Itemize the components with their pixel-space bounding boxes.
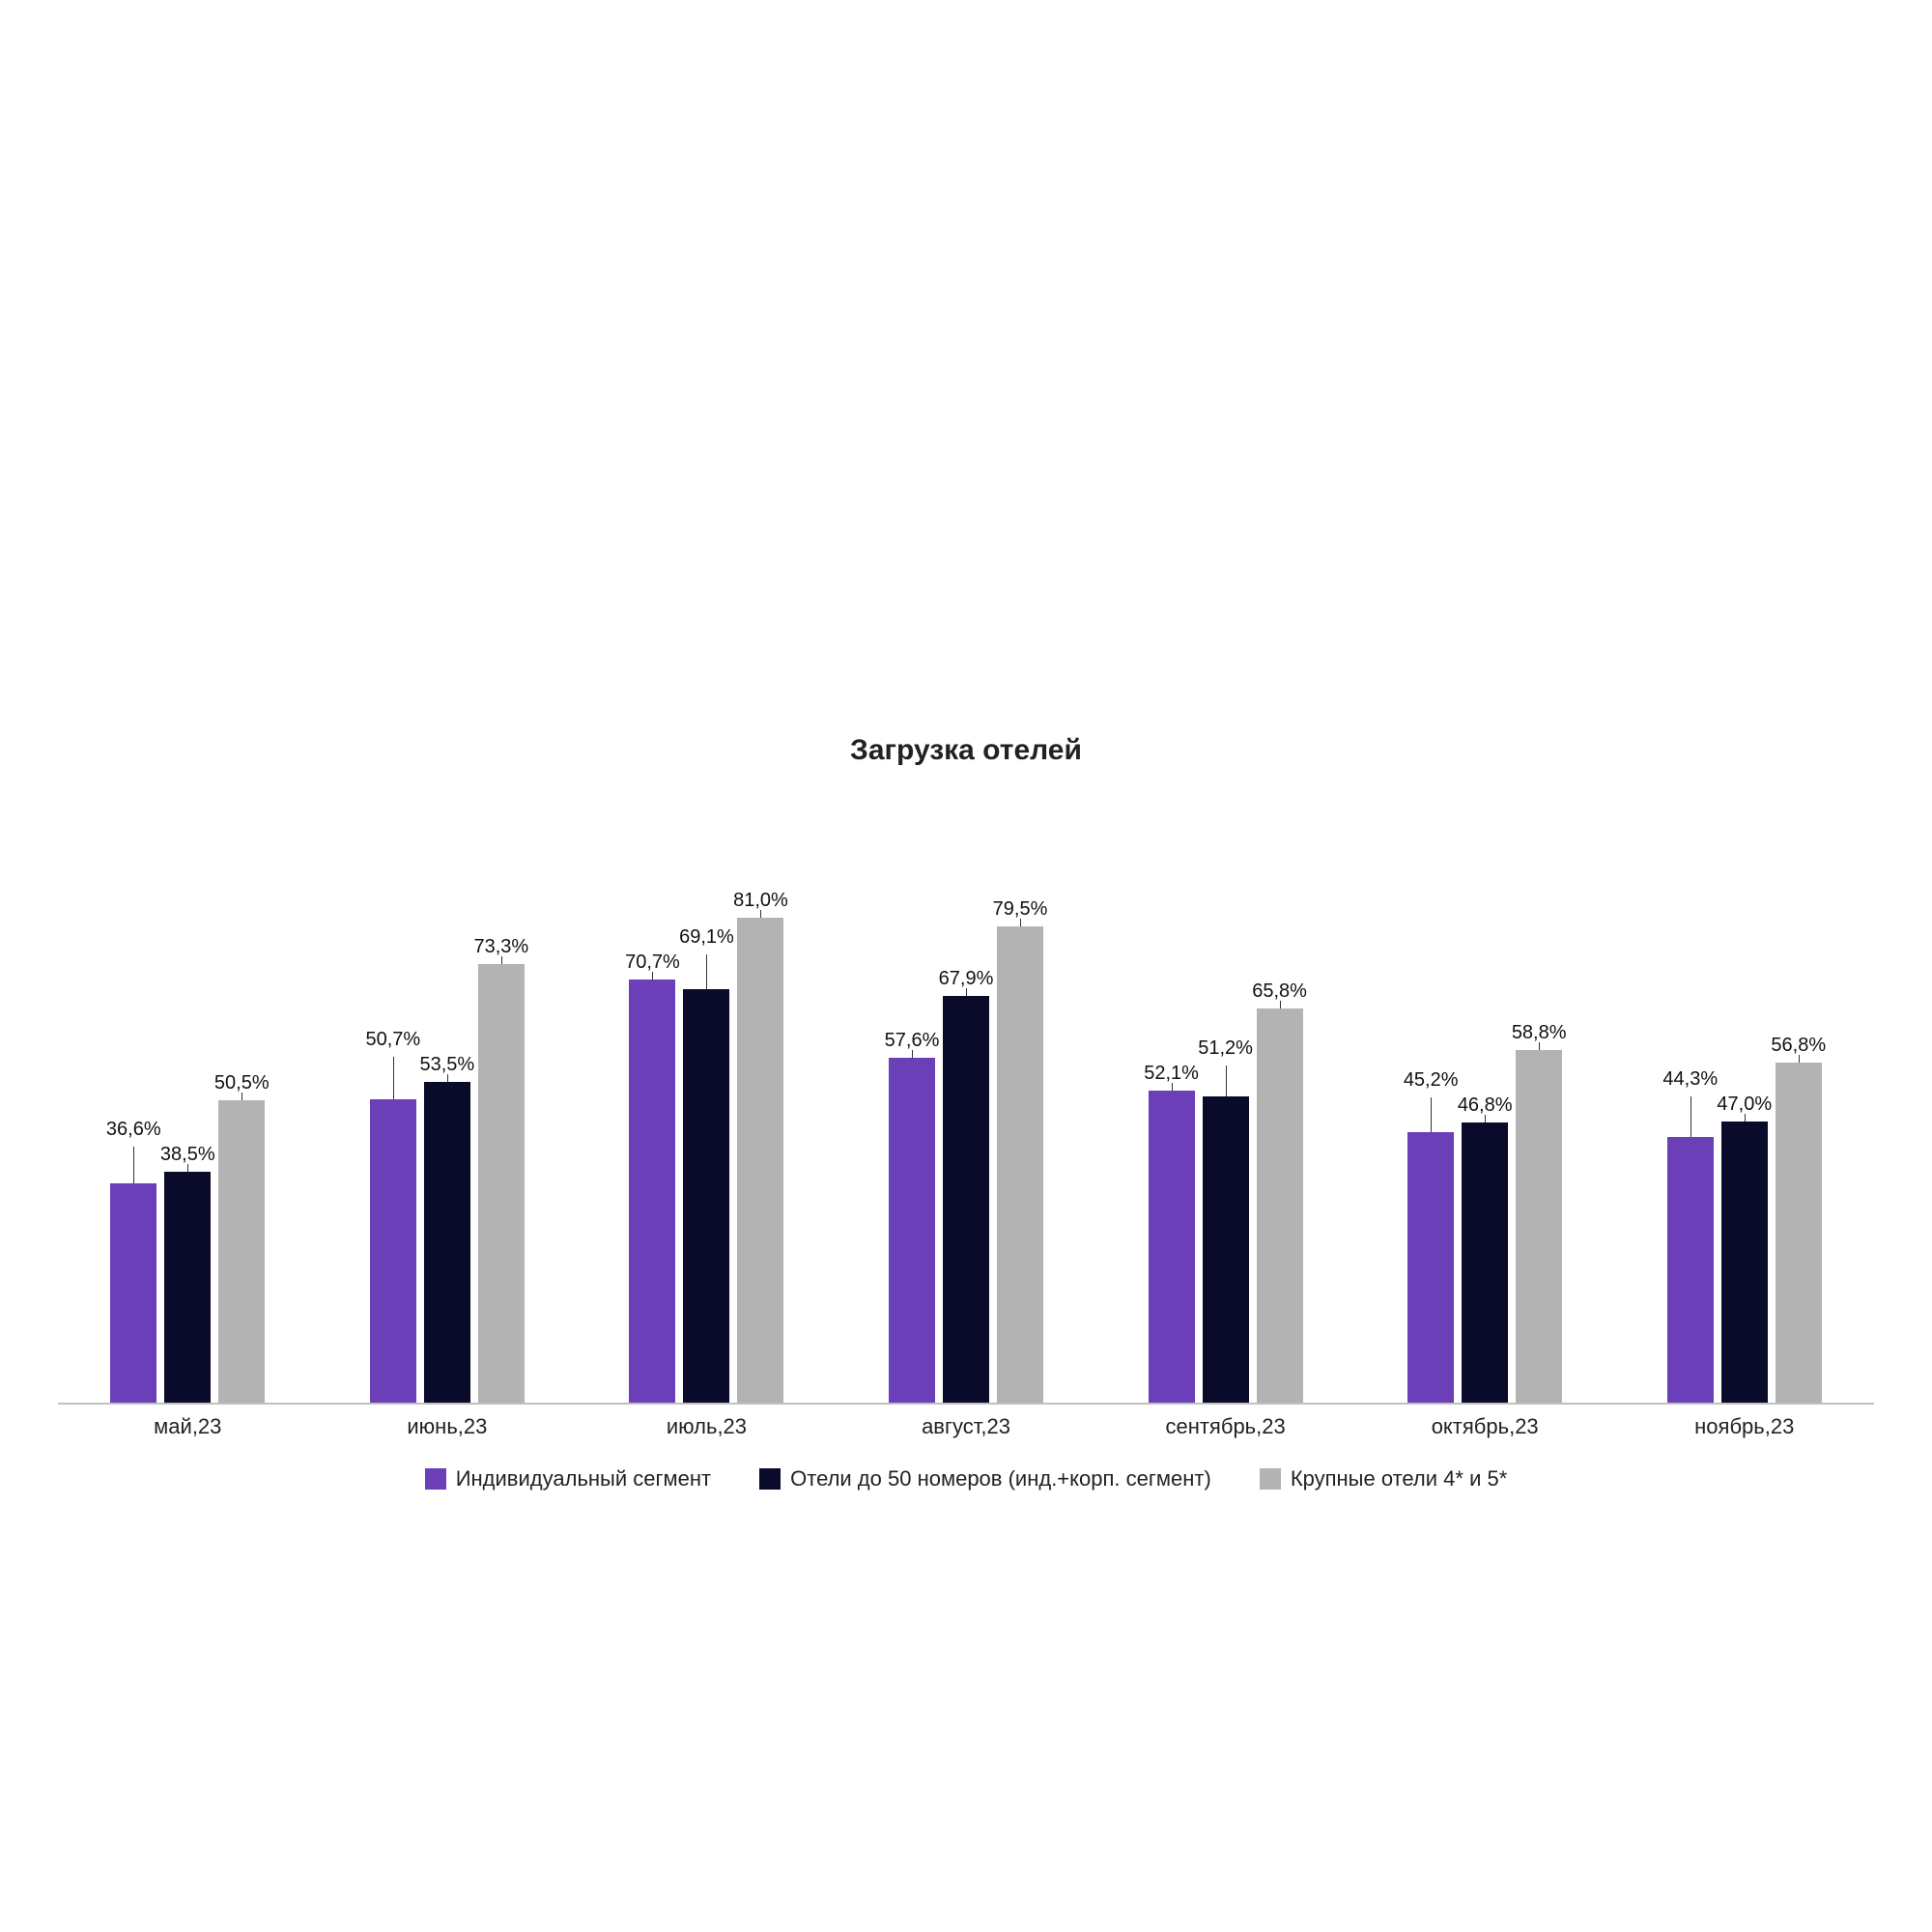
- chart-bar-group: 44,3%47,0%56,8%: [1614, 1063, 1874, 1403]
- chart-plot-area: 36,6%38,5%50,5%50,7%53,5%73,3%70,7%69,1%…: [58, 806, 1874, 1405]
- chart-bar-fill: [110, 1183, 156, 1403]
- chart-bar-value-label: 53,5%: [420, 1054, 475, 1076]
- chart-bar-value-label: 65,8%: [1252, 980, 1307, 1003]
- chart-bar-fill: [1149, 1091, 1195, 1403]
- chart-x-axis-label: сентябрь,23: [1095, 1414, 1355, 1439]
- chart-legend-swatch: [1260, 1468, 1281, 1490]
- chart-title: Загрузка отелей: [58, 734, 1874, 767]
- chart-legend-item: Отели до 50 номеров (инд.+корп. сегмент): [759, 1466, 1211, 1492]
- chart-bar-fill: [943, 996, 989, 1403]
- chart-bar-label-tick: [706, 954, 707, 989]
- chart-bar: 56,8%: [1776, 1063, 1822, 1403]
- chart-legend-item: Индивидуальный сегмент: [425, 1466, 711, 1492]
- chart-bar-fill: [370, 1099, 416, 1403]
- chart-bar: 57,6%: [889, 1058, 935, 1403]
- chart-bar-group: 52,1%51,2%65,8%: [1095, 1009, 1355, 1403]
- chart-bar-fill: [683, 989, 729, 1403]
- chart-bar: 58,8%: [1516, 1050, 1562, 1403]
- chart-bar-value-label: 52,1%: [1144, 1063, 1199, 1085]
- chart-bar: 81,0%: [737, 918, 783, 1403]
- chart-legend-swatch: [425, 1468, 446, 1490]
- chart-bar-value-label: 46,8%: [1458, 1094, 1513, 1117]
- chart-bar: 50,5%: [218, 1100, 265, 1403]
- chart-bar-label-tick: [393, 1057, 394, 1098]
- chart-bar-fill: [1667, 1137, 1714, 1403]
- chart-bar-value-label: 81,0%: [733, 890, 788, 912]
- hotel-occupancy-chart: Загрузка отелей 36,6%38,5%50,5%50,7%53,5…: [58, 734, 1874, 1604]
- chart-bar: 36,6%: [110, 1183, 156, 1403]
- chart-bar-value-label: 51,2%: [1198, 1037, 1253, 1060]
- chart-bar-fill: [1776, 1063, 1822, 1403]
- chart-bar: 69,1%: [683, 989, 729, 1403]
- chart-bar-fill: [218, 1100, 265, 1403]
- chart-bar-group: 36,6%38,5%50,5%: [58, 1100, 318, 1403]
- chart-bar-label-tick: [133, 1147, 134, 1183]
- chart-bar-label-tick: [1431, 1097, 1432, 1132]
- chart-bar-value-label: 56,8%: [1771, 1035, 1826, 1057]
- chart-bar: 50,7%: [370, 1099, 416, 1403]
- chart-legend-label: Отели до 50 номеров (инд.+корп. сегмент): [790, 1466, 1211, 1492]
- chart-bar-value-label: 69,1%: [679, 926, 734, 949]
- chart-bar: 73,3%: [478, 964, 525, 1403]
- chart-bar-fill: [1203, 1096, 1249, 1403]
- page: Загрузка отелей 36,6%38,5%50,5%50,7%53,5…: [0, 0, 1932, 1932]
- chart-bar: 47,0%: [1721, 1122, 1768, 1403]
- chart-bar: 53,5%: [424, 1082, 470, 1403]
- chart-bar-value-label: 36,6%: [106, 1119, 161, 1141]
- chart-bar-fill: [1721, 1122, 1768, 1403]
- chart-bar-label-tick: [1690, 1096, 1691, 1138]
- chart-legend: Индивидуальный сегмент Отели до 50 номеро…: [58, 1466, 1874, 1492]
- chart-bar-group: 70,7%69,1%81,0%: [577, 918, 837, 1403]
- chart-bar-group: 45,2%46,8%58,8%: [1355, 1050, 1615, 1403]
- chart-bar-value-label: 73,3%: [474, 936, 529, 958]
- chart-bar-fill: [1407, 1132, 1454, 1403]
- chart-bar-value-label: 70,7%: [625, 952, 680, 974]
- chart-legend-label: Крупные отели 4* и 5*: [1291, 1466, 1507, 1492]
- chart-bar-fill: [1257, 1009, 1303, 1403]
- chart-bar: 45,2%: [1407, 1132, 1454, 1403]
- chart-bar-value-label: 79,5%: [993, 898, 1048, 921]
- chart-x-axis-label: июль,23: [577, 1414, 837, 1439]
- chart-bar-label-tick: [1226, 1065, 1227, 1096]
- chart-bar-fill: [629, 980, 675, 1403]
- chart-x-axis-label: май,23: [58, 1414, 318, 1439]
- chart-bar-groups: 36,6%38,5%50,5%50,7%53,5%73,3%70,7%69,1%…: [58, 806, 1874, 1405]
- chart-bar-group: 50,7%53,5%73,3%: [318, 964, 578, 1403]
- chart-bar-value-label: 50,7%: [366, 1029, 421, 1051]
- chart-x-axis-label: ноябрь,23: [1614, 1414, 1874, 1439]
- chart-bar-value-label: 57,6%: [885, 1030, 940, 1052]
- chart-x-axis-label: октябрь,23: [1355, 1414, 1615, 1439]
- chart-bar-fill: [889, 1058, 935, 1403]
- chart-bar-fill: [737, 918, 783, 1403]
- chart-bar: 44,3%: [1667, 1137, 1714, 1403]
- chart-x-axis-labels: май,23июнь,23июль,23август,23сентябрь,23…: [58, 1414, 1874, 1439]
- chart-bar: 51,2%: [1203, 1096, 1249, 1403]
- chart-bar: 46,8%: [1462, 1122, 1508, 1403]
- chart-legend-label: Индивидуальный сегмент: [456, 1466, 711, 1492]
- chart-bar-fill: [424, 1082, 470, 1403]
- chart-bar-value-label: 58,8%: [1512, 1022, 1567, 1044]
- chart-bar-fill: [164, 1172, 211, 1403]
- chart-bar-fill: [1516, 1050, 1562, 1403]
- chart-bar-group: 57,6%67,9%79,5%: [837, 926, 1096, 1403]
- chart-x-axis-label: август,23: [837, 1414, 1096, 1439]
- chart-x-axis-label: июнь,23: [318, 1414, 578, 1439]
- chart-bar-fill: [478, 964, 525, 1403]
- chart-bar: 70,7%: [629, 980, 675, 1403]
- chart-bar: 65,8%: [1257, 1009, 1303, 1403]
- chart-bar-value-label: 45,2%: [1404, 1069, 1459, 1092]
- chart-bar: 67,9%: [943, 996, 989, 1403]
- chart-bar-fill: [1462, 1122, 1508, 1403]
- chart-bar: 52,1%: [1149, 1091, 1195, 1403]
- chart-bar: 38,5%: [164, 1172, 211, 1403]
- chart-bar-value-label: 44,3%: [1662, 1068, 1718, 1091]
- chart-bar-value-label: 47,0%: [1717, 1094, 1772, 1116]
- chart-legend-swatch: [759, 1468, 781, 1490]
- chart-bar-value-label: 38,5%: [160, 1144, 215, 1166]
- chart-bar-value-label: 50,5%: [214, 1072, 270, 1094]
- chart-bar-value-label: 67,9%: [939, 968, 994, 990]
- chart-legend-item: Крупные отели 4* и 5*: [1260, 1466, 1507, 1492]
- chart-bar-fill: [997, 926, 1043, 1403]
- chart-bar: 79,5%: [997, 926, 1043, 1403]
